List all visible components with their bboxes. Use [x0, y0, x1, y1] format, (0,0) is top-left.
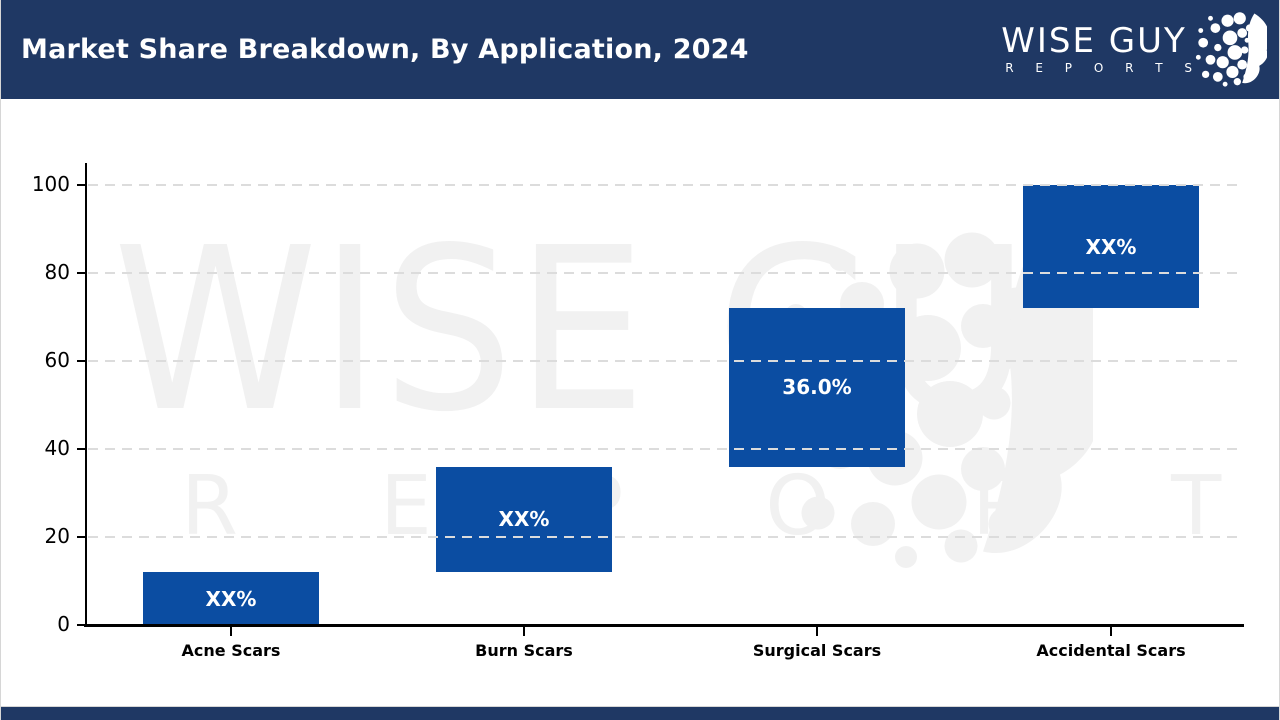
x-tick-burn-scars [523, 627, 525, 636]
y-tick-0 [77, 624, 86, 626]
y-axis-line [85, 163, 87, 627]
logo-subtitle: R E P O R T S [1005, 61, 1201, 75]
x-tick-surgical-scars [816, 627, 818, 636]
face-dots-icon [1195, 11, 1267, 87]
logo-wordmark: WISE GUY [1001, 21, 1187, 61]
gridline-100 [88, 184, 1244, 186]
bar-surgical-scars: 36.0% [729, 308, 905, 467]
y-tick-100 [77, 184, 86, 186]
gridline-80 [88, 272, 1244, 274]
y-tick-label-20: 20 [44, 524, 70, 548]
gridline-20 [88, 536, 1244, 538]
x-category-label-acne-scars: Acne Scars [181, 641, 281, 660]
bar-value-label: XX% [498, 507, 550, 532]
footer-bar [1, 707, 1279, 720]
bottom-border [1, 706, 1279, 707]
bar-acne-scars: XX% [143, 572, 319, 625]
bar-value-label: 36.0% [782, 375, 852, 400]
x-axis-line [84, 624, 1244, 627]
y-tick-label-100: 100 [31, 172, 70, 196]
y-tick-label-40: 40 [44, 436, 70, 460]
bar-burn-scars: XX% [436, 466, 612, 573]
x-tick-accidental-scars [1110, 627, 1112, 636]
chart-title: Market Share Breakdown, By Application, … [21, 34, 749, 65]
gridline-40 [88, 448, 1244, 450]
y-tick-20 [77, 536, 86, 538]
bar-accidental-scars: XX% [1023, 185, 1199, 309]
y-tick-label-80: 80 [44, 260, 70, 284]
y-tick-label-0: 0 [57, 612, 70, 636]
x-category-label-surgical-scars: Surgical Scars [752, 641, 882, 660]
y-tick-label-60: 60 [44, 348, 70, 372]
gridline-60 [88, 360, 1244, 362]
y-tick-60 [77, 360, 86, 362]
y-tick-40 [77, 448, 86, 450]
x-category-label-accidental-scars: Accidental Scars [1036, 641, 1186, 660]
bar-value-label: XX% [1085, 234, 1137, 259]
x-category-label-burn-scars: Burn Scars [475, 641, 573, 660]
header-bar: Market Share Breakdown, By Application, … [1, 0, 1279, 99]
wise-guy-reports-logo: WISE GUY R E P O R T S [1001, 11, 1279, 89]
x-tick-acne-scars [230, 627, 232, 636]
bar-value-label: XX% [205, 586, 257, 611]
y-tick-80 [77, 272, 86, 274]
